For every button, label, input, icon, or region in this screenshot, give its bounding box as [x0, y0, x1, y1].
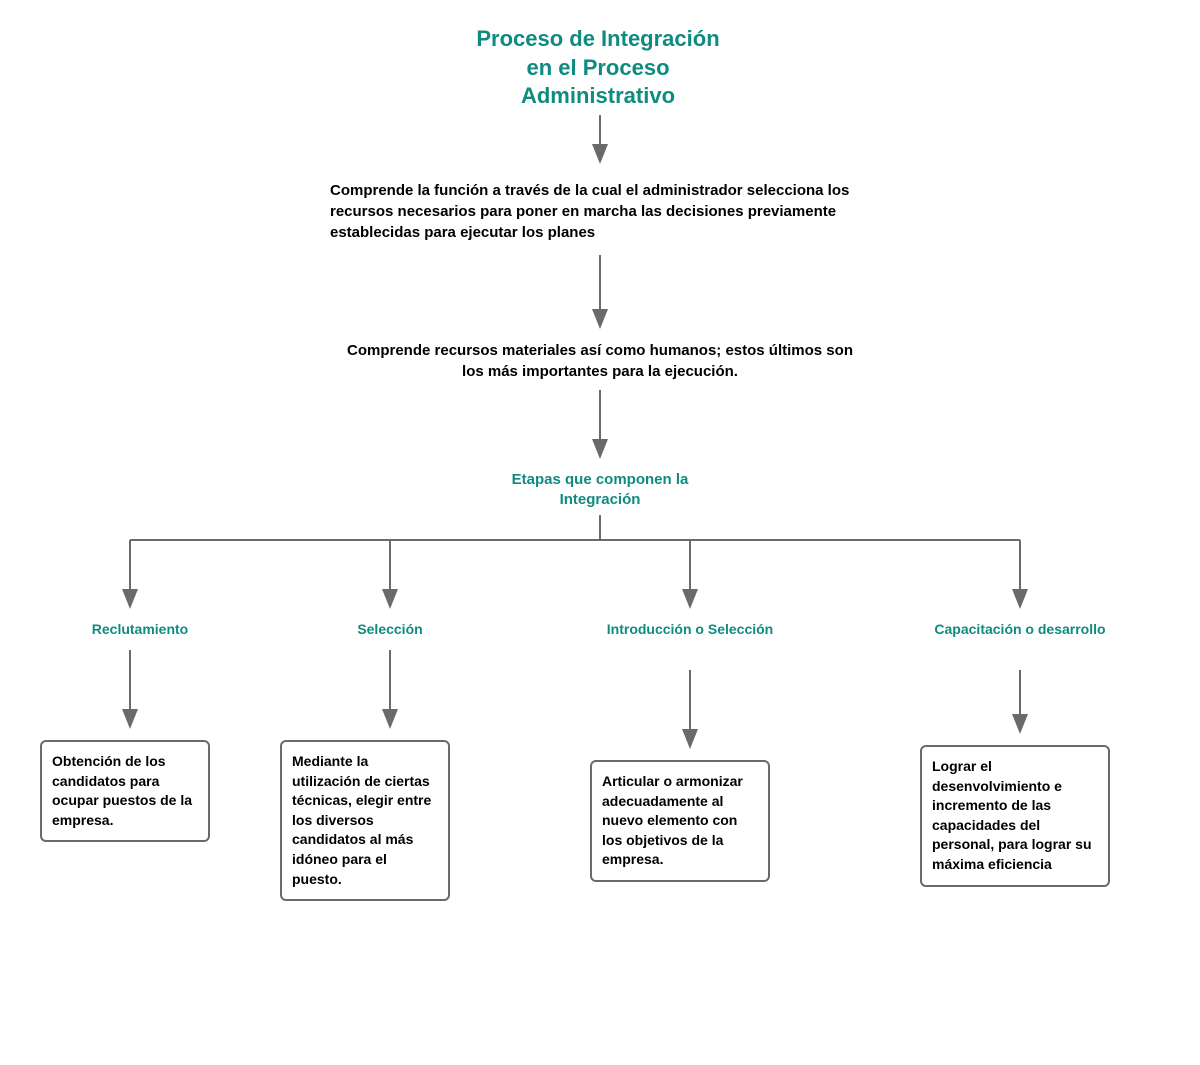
diagram-title: Proceso de Integraciónen el ProcesoAdmin…	[448, 25, 748, 111]
box-seleccion: Mediante la utilización de ciertas técni…	[280, 740, 450, 901]
stages-heading: Etapas que componen la Integración	[480, 470, 720, 509]
branch-label-seleccion: Selección	[310, 620, 470, 638]
description-1: Comprende la función a través de la cual…	[330, 180, 870, 243]
description-2: Comprende recursos materiales así como h…	[340, 340, 860, 382]
branch-label-capacitacion: Capacitación o desarrollo	[930, 620, 1110, 638]
box-reclutamiento: Obtención de los candidatos para ocupar …	[40, 740, 210, 842]
connectors	[0, 0, 1200, 1065]
branch-label-introduccion: Introducción o Selección	[600, 620, 780, 638]
box-capacitacion: Lograr el desenvolvimiento e incremento …	[920, 745, 1110, 887]
box-introduccion: Articular o armonizar adecuadamente al n…	[590, 760, 770, 882]
branch-label-reclutamiento: Reclutamiento	[60, 620, 220, 638]
